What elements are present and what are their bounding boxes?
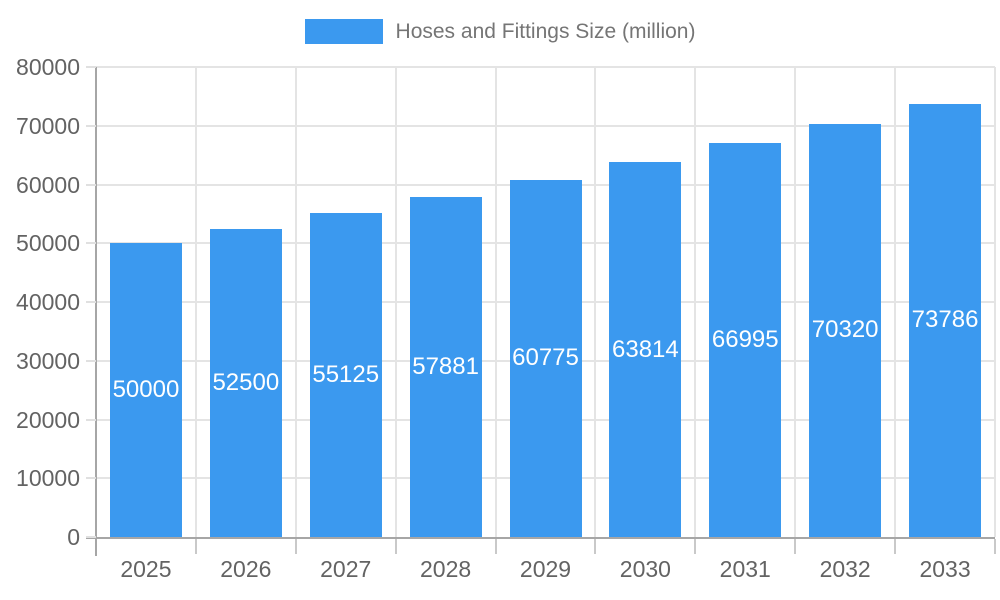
bar-value-label: 60775 [512,344,579,372]
x-axis-label: 2025 [120,556,172,582]
x-gridline [494,67,497,537]
x-axis-label: 2032 [819,556,871,582]
x-tick [594,539,597,554]
bar-value-label: 52500 [212,368,280,396]
x-axis-label: 2027 [320,556,372,582]
x-tick [494,539,497,554]
x-gridline [294,67,297,537]
x-tick [894,539,897,554]
x-gridline [394,67,397,537]
y-gridline [96,66,995,68]
x-tick [194,539,197,554]
bar-2028[interactable]: 57881 [409,196,482,537]
y-axis-label: 70000 [16,112,80,139]
plot-area: 50000 52500 55125 57881 60775 63814 66995 70320… [96,66,996,537]
bar-2025[interactable]: 50000 [109,243,182,537]
y-axis-label: 20000 [16,406,80,433]
legend: Hoses and Fittings Size (million) [0,19,1000,44]
y-tick [86,242,96,245]
x-gridline [994,67,996,537]
y-tick [86,183,96,186]
bar-2031[interactable]: 66995 [709,143,782,537]
y-tick [86,477,96,480]
bar-value-label: 66995 [711,326,779,354]
bar-value-label: 55125 [312,361,380,389]
x-gridline [694,67,697,537]
x-axis-line [86,537,995,539]
y-tick [86,359,96,362]
x-gridline [594,67,597,537]
y-axis-line [95,67,97,556]
bar-value-label: 57881 [412,352,479,380]
x-tick [794,539,797,554]
y-axis-label: 60000 [16,171,80,198]
x-axis-label: 2026 [220,556,272,582]
bar-value-label: 63814 [612,335,679,363]
bar-2033[interactable]: 73786 [909,103,982,537]
x-tick [294,539,297,554]
x-axis-label: 2030 [619,556,671,582]
y-tick [86,301,96,303]
x-tick [994,539,996,554]
x-axis-label: 2031 [719,556,771,582]
legend-swatch-icon [304,19,383,44]
y-axis-label: 50000 [16,230,80,257]
x-axis-label: 2029 [519,556,572,582]
x-axis-label: 2028 [420,556,472,582]
x-axis-label: 2033 [919,556,971,582]
y-tick [86,124,96,127]
x-gridline [894,67,897,537]
bar-value-label: 73786 [911,306,979,334]
y-axis-label: 30000 [16,347,80,374]
y-axis-label: 0 [67,524,80,550]
x-gridline [194,67,197,537]
bar-value-label: 70320 [811,316,879,344]
y-axis-label: 10000 [16,465,80,492]
y-axis-label: 80000 [16,54,80,80]
bar-2027[interactable]: 55125 [309,213,382,537]
y-tick [86,66,96,68]
x-tick [394,539,397,554]
bar-2029[interactable]: 60775 [509,179,582,537]
y-tick [86,536,96,538]
y-tick [86,418,96,421]
bar-2030[interactable]: 63814 [609,162,682,537]
x-gridline [794,67,797,537]
bar-2032[interactable]: 70320 [809,123,882,537]
bar-2026[interactable]: 52500 [209,228,282,537]
y-gridline [96,124,995,127]
x-tick [694,539,697,554]
y-axis-label: 40000 [16,289,80,315]
bar-value-label: 50000 [112,376,180,404]
legend-label: Hoses and Fittings Size (million) [395,19,696,43]
